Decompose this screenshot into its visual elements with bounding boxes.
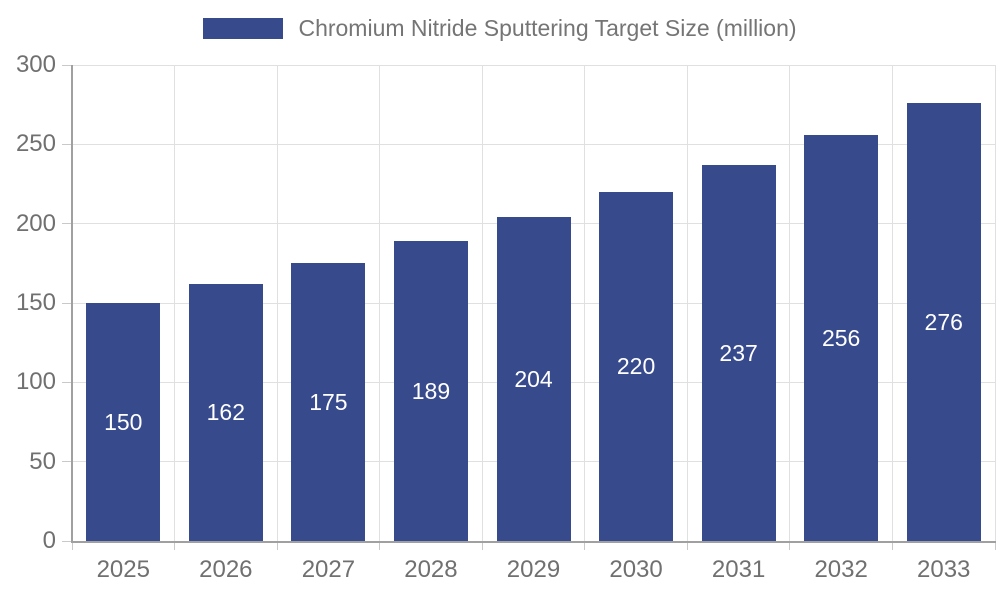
y-gridline — [72, 64, 995, 66]
x-axis-tick — [994, 541, 996, 550]
y-axis-tick-label: 200 — [15, 209, 56, 237]
x-axis-tick-label: 2030 — [609, 556, 663, 583]
legend[interactable]: Chromium Nitride Sputtering Target Size … — [0, 14, 1000, 42]
x-gridline — [891, 65, 893, 541]
legend-swatch — [203, 17, 284, 39]
y-axis-tick — [62, 64, 72, 66]
bar — [599, 191, 674, 541]
x-axis-tick — [379, 541, 381, 550]
bar-value-label: 189 — [411, 378, 451, 405]
bar — [291, 263, 366, 541]
bar-value-label: 175 — [309, 389, 348, 416]
x-gridline — [994, 65, 996, 541]
bar-value-label: 256 — [821, 324, 861, 351]
x-axis-tick-label: 2028 — [404, 556, 458, 583]
y-axis-tick-label: 150 — [15, 289, 56, 316]
y-gridline — [72, 143, 995, 145]
x-axis-tick-label: 2025 — [96, 556, 150, 583]
x-axis-tick-label: 2029 — [506, 556, 561, 583]
x-axis-tick — [276, 541, 278, 550]
bar-value-label: 276 — [924, 309, 963, 336]
legend-label: Chromium Nitride Sputtering Target Size … — [298, 15, 797, 41]
x-axis-tick-label: 2033 — [917, 556, 971, 583]
y-axis-tick-label: 0 — [42, 527, 56, 554]
x-axis-tick-label: 2026 — [199, 556, 253, 583]
x-axis-tick — [891, 541, 893, 550]
y-axis-tick — [62, 143, 72, 145]
x-axis-tick-label: 2027 — [301, 556, 356, 583]
bar-value-label: 150 — [104, 409, 143, 435]
x-axis-tick-label: 2031 — [711, 556, 766, 583]
x-gridline — [481, 65, 483, 541]
bar-value-label: 162 — [206, 399, 246, 426]
x-gridline — [789, 65, 791, 541]
y-axis-tick — [62, 540, 72, 542]
y-axis-tick — [62, 461, 72, 463]
bar — [393, 241, 468, 541]
x-gridline — [686, 65, 688, 541]
x-axis-tick — [789, 541, 791, 550]
x-gridline — [276, 65, 278, 541]
y-axis-tick — [62, 302, 72, 304]
bar-value-label: 220 — [616, 353, 656, 380]
y-axis-line — [71, 65, 73, 542]
x-axis-tick — [174, 541, 176, 550]
bar-value-label: 204 — [514, 366, 553, 393]
y-axis-tick-label: 100 — [15, 368, 56, 396]
bar — [804, 134, 879, 541]
y-axis-tick — [62, 223, 72, 225]
bar — [496, 217, 571, 541]
y-axis-tick — [62, 381, 72, 383]
x-gridline — [379, 65, 381, 541]
x-gridline — [174, 65, 176, 541]
y-axis-tick-label: 300 — [15, 51, 56, 78]
x-axis-tick — [71, 541, 73, 550]
bar — [906, 103, 981, 541]
y-axis-tick-label: 50 — [29, 447, 56, 475]
y-axis-tick-label: 250 — [15, 130, 56, 158]
x-axis-tick — [686, 541, 688, 550]
x-axis-tick-label: 2032 — [814, 556, 868, 583]
x-axis-tick — [481, 541, 483, 550]
x-gridline — [584, 65, 586, 541]
bar — [701, 164, 776, 541]
x-axis-tick — [584, 541, 586, 550]
bar — [86, 303, 161, 541]
bar-value-label: 237 — [719, 339, 758, 366]
x-axis-line — [71, 541, 996, 543]
bar — [188, 283, 263, 541]
